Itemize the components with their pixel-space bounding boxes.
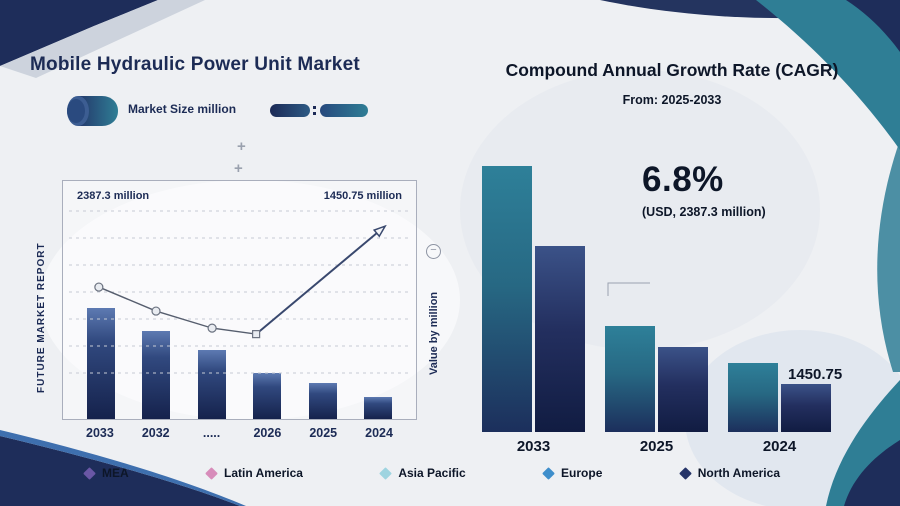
cagr-bar-group-2025: [605, 326, 708, 432]
x-tick-label: 2024: [365, 426, 393, 440]
right-chart-title: Compound Annual Growth Rate (CAGR): [505, 60, 839, 80]
x-tick-label: 2033: [516, 438, 551, 455]
cagr-bar-group-2033: [482, 166, 585, 432]
x-tick-label: 2032: [141, 426, 170, 440]
x-tick-label: 2026: [253, 426, 282, 440]
right-axis-title: Value by million: [428, 291, 440, 375]
market-bars: [63, 181, 416, 419]
market-size-legend-label: Market Size million: [128, 102, 237, 116]
legend-item-europe: Europe: [542, 466, 603, 480]
left-axis-title: FUTURE MARKET REPORT: [36, 242, 47, 394]
cagr-bar-2033-navy-gradient: [535, 246, 585, 432]
cagr-bar-2024-teal-gradient: [728, 363, 778, 432]
diamond-icon: [83, 466, 96, 480]
market-bar-3: [253, 373, 282, 419]
value-label-2024: 1450.75 million: [323, 190, 402, 202]
cagr-chart: [482, 162, 834, 432]
legend-item-latin-america: Latin America: [205, 466, 303, 480]
x-tick-label: 2033: [86, 426, 114, 440]
diamond-icon: [678, 466, 692, 480]
market-bar-1: [142, 331, 171, 419]
diamond-icon: [205, 466, 218, 480]
value-label-2033: 2387.3 million: [77, 190, 150, 202]
legend-item-north-america: North America: [678, 466, 780, 480]
diamond-icon: [379, 466, 393, 480]
chart-value-labels: 2387.3 million 1450.75 million: [77, 190, 402, 202]
left-chart-title: Mobile Hydraulic Power Unit Market: [30, 54, 360, 75]
x-tick-label: 2025: [309, 426, 338, 440]
plus-decoration-icon: +: [237, 138, 246, 155]
right-chart-subtitle: From: 2025-2033: [622, 93, 722, 107]
left-x-axis: 2033 2032..... 2026 2025 2024: [62, 426, 417, 440]
market-bar-4: [308, 383, 337, 419]
cagr-bar-2025-navy-gradient: [658, 347, 708, 432]
legend-item-asia-pacific: Asia Pacific: [379, 466, 466, 480]
cagr-bar-2024-navy-gradient: [781, 384, 831, 432]
diamond-icon: [542, 466, 555, 480]
market-bar-0: [86, 308, 115, 419]
legend-label: North America: [697, 466, 780, 480]
region-legend: MEA Latin America Asia Pacific Europe North …: [83, 466, 780, 480]
value-callout-2024: 1450.75: [788, 366, 843, 383]
cagr-basis: (USD, 2387.3 million): [642, 205, 766, 219]
minus-circle-icon: −: [426, 244, 441, 259]
cagr-bar-group-2024: [728, 363, 831, 432]
market-bar-2: [197, 350, 226, 419]
x-tick-label: .....: [202, 426, 221, 440]
x-tick-label: 2025: [639, 438, 674, 455]
legend-label: Latin America: [224, 466, 303, 480]
cagr-value: 6.8%: [642, 160, 724, 199]
market-bar-5: [364, 397, 393, 419]
market-size-icon: [64, 93, 120, 134]
cagr-bar-2025-teal-gradient: [605, 326, 655, 432]
legend-label: MEA: [102, 466, 129, 480]
legend-label: Europe: [561, 466, 603, 480]
x-tick-label: 2024: [762, 438, 797, 455]
market-size-chart: 2387.3 million 1450.75 million: [62, 180, 417, 420]
legend-pill-navy: [270, 104, 310, 117]
cagr-bar-2033-teal-gradient: [482, 166, 532, 432]
legend-pill-separator: [313, 106, 316, 109]
legend-pill-teal: [320, 104, 368, 117]
plus-decoration-icon: +: [234, 160, 243, 177]
legend-item-mea: MEA: [83, 466, 129, 480]
right-x-axis: 2033 2025 2024: [482, 438, 834, 455]
legend-label: Asia Pacific: [398, 466, 466, 480]
